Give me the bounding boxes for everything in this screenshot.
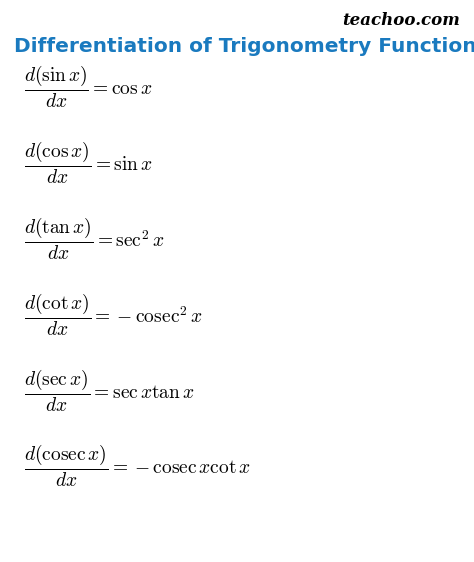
Text: Differentiation of Trigonometry Functions: Differentiation of Trigonometry Function…	[14, 37, 474, 56]
Text: $\dfrac{d(\tan x)}{dx} = \sec^2 x$: $\dfrac{d(\tan x)}{dx} = \sec^2 x$	[24, 216, 164, 262]
Text: $\dfrac{d(\operatorname{cosec} x)}{dx} = -\operatorname{cosec} x \cot x$: $\dfrac{d(\operatorname{cosec} x)}{dx} =…	[24, 443, 251, 490]
Text: $\dfrac{d(\sin x)}{dx} = \cos x$: $\dfrac{d(\sin x)}{dx} = \cos x$	[24, 64, 152, 110]
Text: teachoo.com: teachoo.com	[342, 12, 460, 29]
Text: $\dfrac{d(\sec x)}{dx} = \sec x \tan x$: $\dfrac{d(\sec x)}{dx} = \sec x \tan x$	[24, 368, 194, 414]
Text: $\dfrac{d(\cos x)}{dx} = \sin x$: $\dfrac{d(\cos x)}{dx} = \sin x$	[24, 140, 152, 186]
Text: $\dfrac{d(\cot x)}{dx} = -\operatorname{cosec}^2 x$: $\dfrac{d(\cot x)}{dx} = -\operatorname{…	[24, 292, 202, 338]
